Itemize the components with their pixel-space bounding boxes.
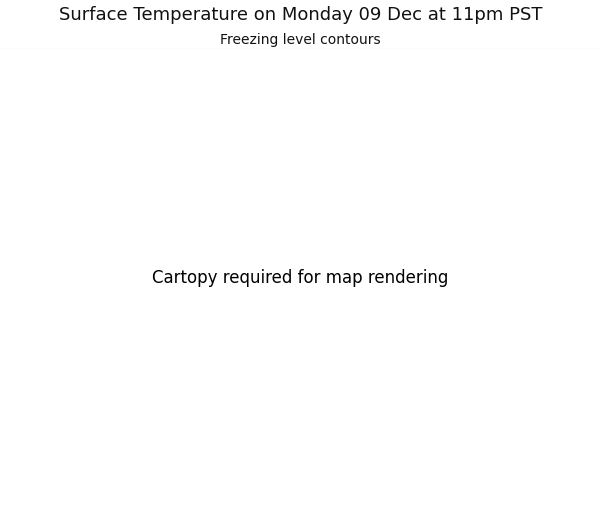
Text: Cartopy required for map rendering: Cartopy required for map rendering: [152, 269, 449, 287]
Text: Freezing level contours: Freezing level contours: [220, 33, 381, 47]
Text: Surface Temperature on Monday 09 Dec at 11pm PST: Surface Temperature on Monday 09 Dec at …: [59, 6, 542, 24]
